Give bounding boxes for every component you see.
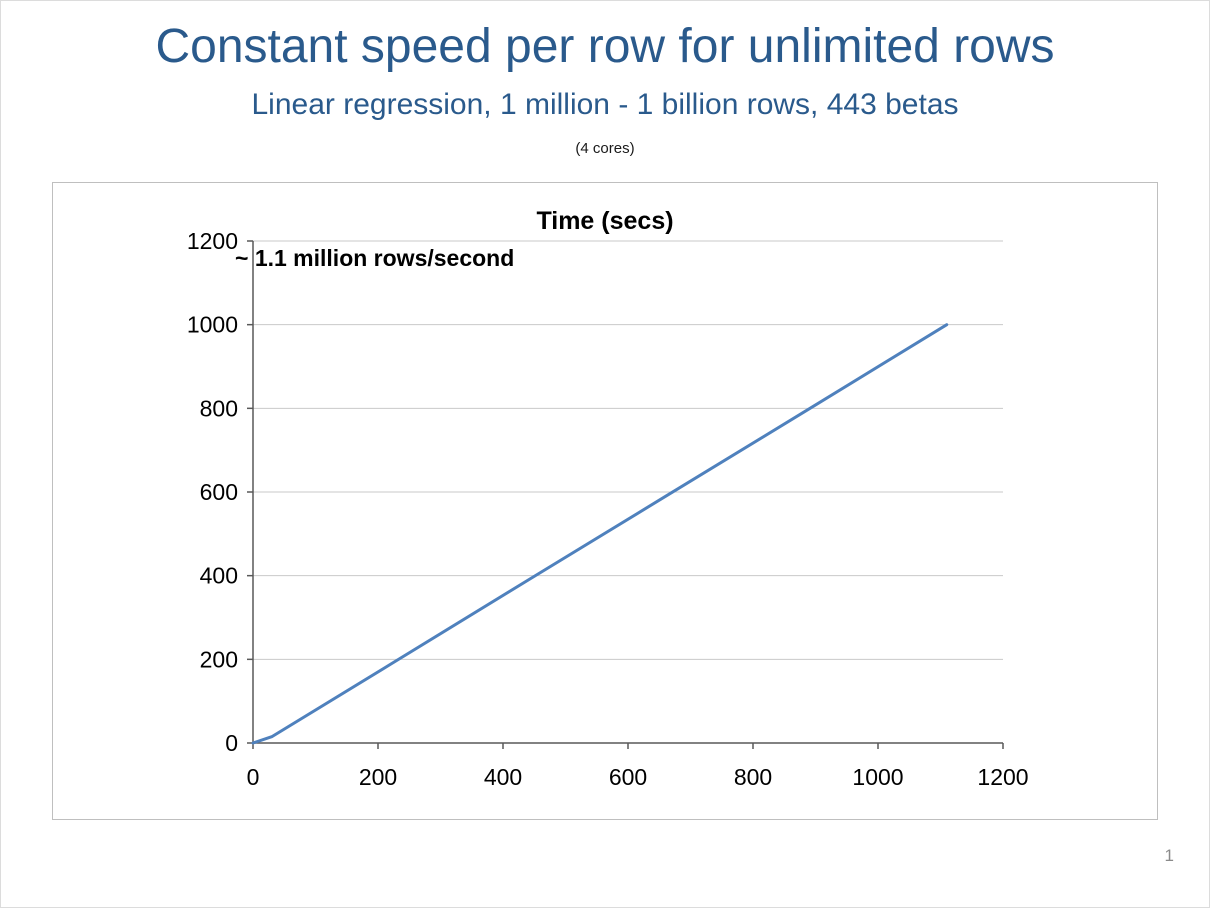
x-tick-label: 1200 xyxy=(977,764,1028,790)
y-tick-label: 1200 xyxy=(187,228,238,254)
x-tick-label: 400 xyxy=(484,764,522,790)
x-tick-label: 0 xyxy=(247,764,260,790)
y-tick-label: 200 xyxy=(200,646,238,672)
cores-note: (4 cores) xyxy=(575,140,635,157)
page-number: 1 xyxy=(1164,846,1174,865)
x-tick-label: 200 xyxy=(359,764,397,790)
x-tick-label: 600 xyxy=(609,764,647,790)
chart-title: Time (secs) xyxy=(536,207,674,235)
slide-title: Constant speed per row for unlimited row… xyxy=(155,20,1055,73)
series-line xyxy=(251,323,949,745)
chart-annotation: ~ 1.1 million rows/second xyxy=(235,245,515,271)
y-tick-label: 400 xyxy=(200,563,238,589)
y-tick-label: 600 xyxy=(200,479,238,505)
y-tick-label: 800 xyxy=(200,395,238,421)
y-tick-label: 1000 xyxy=(187,312,238,338)
slide-subtitle: Linear regression, 1 million - 1 billion… xyxy=(251,88,959,121)
chart-frame: 0 200 400 600 800 1000 1200 0 200 400 600 800 1000 12… xyxy=(52,182,1158,820)
x-tick-label: 800 xyxy=(734,764,772,790)
line-chart: 0 200 400 600 800 1000 1200 0 200 400 600 800 1000 12… xyxy=(187,228,1029,790)
x-tick-label: 1000 xyxy=(852,764,903,790)
y-tick-label: 0 xyxy=(225,730,238,756)
